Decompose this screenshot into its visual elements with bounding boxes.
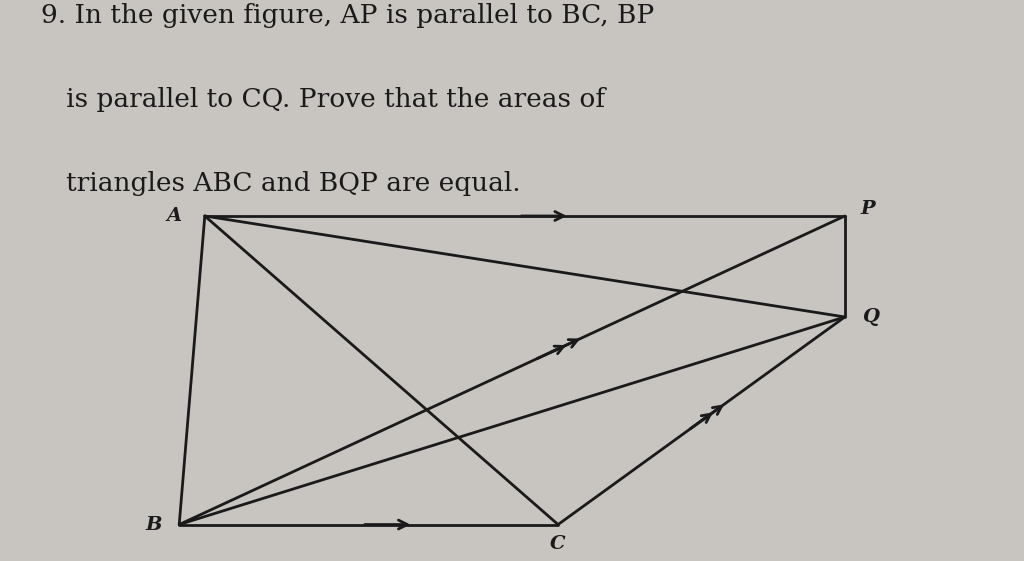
Text: triangles ABC and BQP are equal.: triangles ABC and BQP are equal. xyxy=(41,171,520,196)
Text: Q: Q xyxy=(862,308,879,326)
Text: B: B xyxy=(145,516,162,534)
Text: A: A xyxy=(167,207,181,225)
Text: 9. In the given figure, AP is parallel to BC, BP: 9. In the given figure, AP is parallel t… xyxy=(41,3,654,28)
Text: C: C xyxy=(550,535,566,553)
Text: P: P xyxy=(860,200,874,218)
Text: is parallel to CQ. Prove that the areas of: is parallel to CQ. Prove that the areas … xyxy=(41,87,605,112)
